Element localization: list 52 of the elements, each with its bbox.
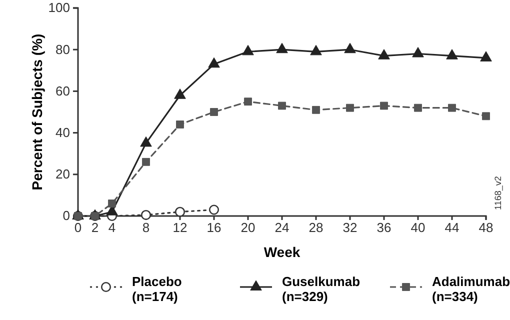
x-tick-label: 8 xyxy=(142,220,150,236)
point xyxy=(480,51,492,62)
point xyxy=(244,98,252,106)
point xyxy=(176,120,184,128)
y-tick-label: 80 xyxy=(56,42,70,57)
x-tick-label: 24 xyxy=(274,220,290,236)
legend-label: Guselkumab (n=329) xyxy=(282,274,360,304)
point xyxy=(412,47,424,58)
point xyxy=(448,104,456,112)
y-axis-title: Percent of Subjects (%) xyxy=(29,34,45,190)
point xyxy=(208,57,220,68)
x-tick-label: 40 xyxy=(410,220,426,236)
x-tick-label: 12 xyxy=(172,220,188,236)
x-tick-label: 16 xyxy=(206,220,222,236)
y-tick-label: 100 xyxy=(48,0,70,16)
x-tick-label: 4 xyxy=(108,220,116,236)
point xyxy=(346,104,354,112)
point xyxy=(380,102,388,110)
legend-label: Placebo (n=174) xyxy=(132,274,182,304)
point xyxy=(210,108,218,116)
x-tick-label: 20 xyxy=(240,220,256,236)
point xyxy=(108,200,116,208)
point xyxy=(208,204,220,215)
point xyxy=(276,42,288,54)
point xyxy=(414,104,422,112)
point xyxy=(446,49,458,60)
y-tick-label: 20 xyxy=(56,166,70,182)
y-tick-label: 40 xyxy=(56,124,70,140)
x-tick-label: 48 xyxy=(478,220,494,236)
point xyxy=(142,158,150,166)
text: 1168_v2 xyxy=(493,176,503,210)
y-tick-label: 0 xyxy=(62,208,70,224)
x-tick-label: 36 xyxy=(376,220,392,236)
point xyxy=(310,44,322,56)
point xyxy=(278,102,286,110)
point xyxy=(344,42,356,54)
point xyxy=(312,106,320,114)
x-tick-label: 44 xyxy=(444,220,460,236)
point xyxy=(174,206,186,217)
x-tick-label: 0 xyxy=(74,220,82,236)
point xyxy=(482,112,490,120)
point xyxy=(378,49,390,60)
x-tick-label: 2 xyxy=(91,220,99,236)
x-axis-title: Week xyxy=(264,244,300,260)
point xyxy=(140,210,152,220)
point xyxy=(242,44,254,56)
x-tick-label: 28 xyxy=(308,220,324,236)
y-tick-label: 60 xyxy=(56,83,70,98)
point xyxy=(140,136,152,147)
legend-label: Adalimumab (n=334) xyxy=(432,274,510,304)
point xyxy=(174,88,186,99)
x-tick-label: 32 xyxy=(342,220,358,236)
